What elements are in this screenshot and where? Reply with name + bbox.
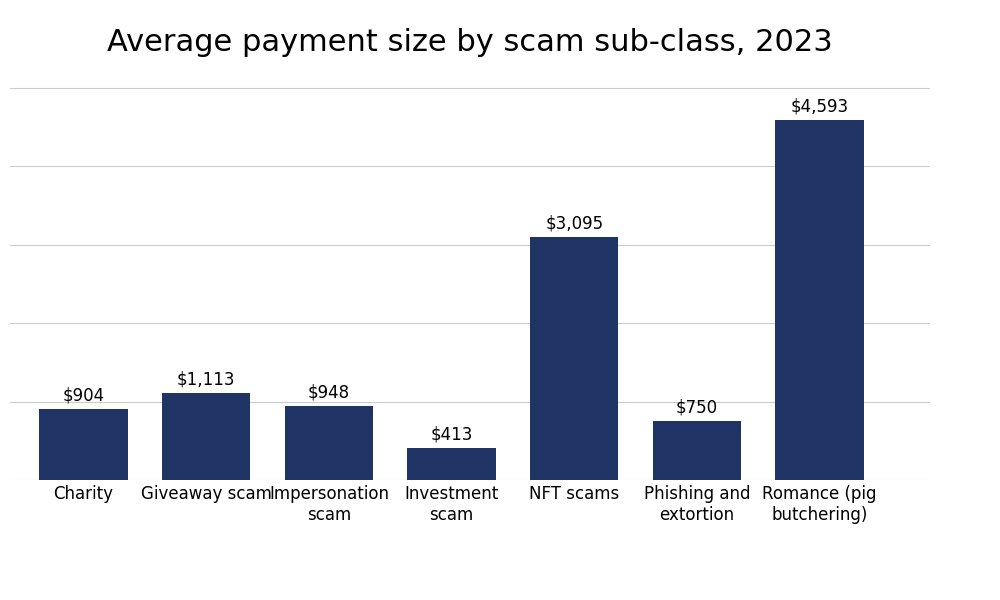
- Title: Average payment size by scam sub-class, 2023: Average payment size by scam sub-class, …: [107, 28, 833, 57]
- Bar: [775, 119, 864, 480]
- Text: $4,593: $4,593: [791, 97, 849, 115]
- Bar: [39, 409, 128, 480]
- Text: © Chainalysis: © Chainalysis: [898, 571, 985, 584]
- Text: $3,095: $3,095: [545, 215, 603, 233]
- Bar: [530, 237, 618, 480]
- Text: $948: $948: [308, 383, 350, 401]
- Bar: [407, 448, 496, 480]
- Bar: [162, 392, 250, 480]
- Bar: [285, 406, 373, 480]
- Text: $1,113: $1,113: [177, 370, 236, 388]
- Text: $750: $750: [676, 399, 718, 417]
- Bar: [653, 421, 741, 480]
- Text: $413: $413: [430, 425, 473, 443]
- Text: $904: $904: [63, 387, 105, 405]
